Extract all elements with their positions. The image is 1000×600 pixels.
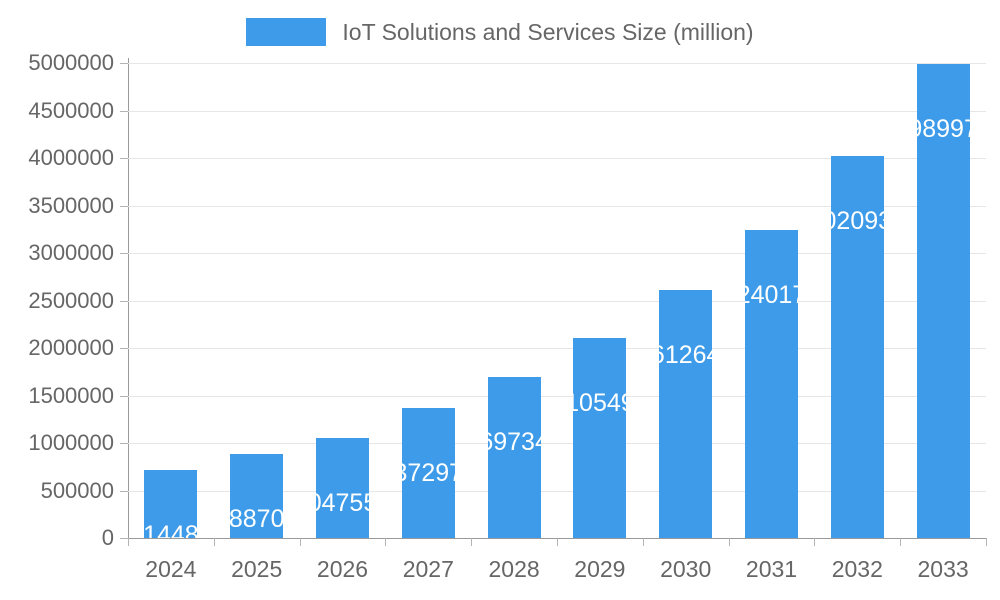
bar-value-label: 3240173 (745, 281, 798, 310)
bar-rect[interactable] (230, 453, 284, 538)
gridline (128, 490, 986, 492)
bar-2026[interactable]: 1047553 (315, 63, 370, 538)
y-axis-tick-label: 4000000 (28, 145, 114, 170)
bar-2031[interactable]: 3240173 (744, 63, 799, 538)
plot-area: 714480 888705 1047553 1372971 1697346 2105493… (128, 63, 986, 539)
bar-rect[interactable] (659, 289, 713, 538)
y-axis-tick-label: 3500000 (28, 192, 114, 218)
bar-value-label: 4020933 (831, 207, 884, 236)
y-axis-tick-label: 5000000 (28, 50, 114, 75)
x-axis-tick-mark (385, 538, 387, 546)
bar-2029[interactable]: 2105493 (573, 63, 627, 538)
bar-value-label: 4989973 (917, 114, 970, 143)
x-axis-tick-mark (299, 538, 301, 546)
bar-rect[interactable] (487, 376, 541, 538)
bar-2025[interactable]: 888705 (230, 63, 284, 538)
x-axis-tick-mark (642, 538, 644, 546)
y-axis-tick-mark (120, 348, 128, 349)
bar-2030[interactable]: 2612643 (659, 63, 713, 538)
bar-rect[interactable] (744, 230, 799, 538)
gridline (128, 348, 986, 349)
y-axis-tick-mark (120, 110, 128, 112)
y-axis-tick-mark (120, 395, 128, 397)
gridline (128, 300, 986, 302)
x-axis-tick-label: 2024 (145, 556, 197, 582)
y-axis-tick-mark (120, 158, 128, 159)
gridline (128, 253, 986, 254)
y-axis-tick-mark (120, 253, 128, 254)
y-axis-tick-mark (120, 205, 128, 207)
x-axis-tick-label: 2033 (917, 556, 969, 582)
gridline (128, 63, 986, 64)
x-axis-tick-label: 2026 (316, 556, 369, 582)
bar-value-label: 1697346 (488, 427, 541, 456)
gridline (128, 443, 986, 444)
x-axis-tick-mark (471, 538, 473, 546)
y-axis-tick-label: 3000000 (28, 240, 114, 265)
gridline (128, 158, 986, 159)
legend-color-swatch[interactable] (246, 18, 327, 46)
x-axis-tick-mark (814, 538, 816, 546)
y-axis-tick-label: 4500000 (28, 97, 114, 123)
x-axis-tick-mark (900, 538, 902, 546)
bar-value-label: 1372971 (402, 458, 455, 487)
x-axis-tick-label: 2032 (831, 556, 883, 582)
gridline (128, 205, 986, 207)
bar-2032[interactable]: 4020933 (830, 63, 884, 538)
y-axis-tick-label: 0 (101, 525, 114, 550)
legend-label[interactable]: IoT Solutions and Services Size (million… (342, 18, 754, 45)
y-axis-tick-label: 2000000 (28, 335, 114, 360)
bar-value-label: 2105493 (573, 388, 626, 417)
bar-rect[interactable] (315, 438, 370, 538)
x-axis-tick-label: 2030 (660, 556, 712, 582)
gridline (128, 110, 986, 112)
bar-2033[interactable]: 4989973 (916, 63, 970, 538)
bar-2028[interactable]: 1697346 (487, 63, 541, 538)
bar-rect[interactable] (916, 63, 970, 538)
bar-rect[interactable] (573, 337, 627, 538)
x-axis-tick-label: 2028 (488, 556, 540, 582)
x-axis-tick-mark (213, 538, 215, 546)
gridline (128, 395, 986, 397)
x-axis-tick-mark (128, 538, 129, 546)
y-axis-tick-mark (120, 63, 128, 64)
x-axis-tick-mark (986, 538, 987, 546)
x-axis-tick-label: 2031 (745, 556, 798, 582)
x-axis-tick-mark (557, 538, 558, 546)
bar-value-label: 2612643 (659, 340, 712, 369)
bar-2027[interactable]: 1372971 (401, 63, 455, 538)
y-axis-tick-label: 500000 (40, 477, 114, 503)
y-axis-tick-mark (120, 490, 128, 492)
x-axis-tick-label: 2025 (231, 556, 283, 582)
bar-value-label: 888705 (230, 504, 284, 533)
y-axis-tick-mark (120, 443, 128, 444)
y-axis-tick-mark (120, 300, 128, 302)
x-axis-tick-label: 2027 (402, 556, 454, 582)
bar-rect[interactable] (401, 407, 455, 538)
y-axis-tick-label: 1500000 (28, 382, 114, 408)
bar-value-label: 714480 (144, 521, 198, 538)
x-axis-tick-label: 2029 (574, 556, 626, 582)
y-axis-tick-mark (120, 538, 128, 539)
bar-2024[interactable]: 714480 (144, 63, 198, 538)
bar-rect[interactable] (830, 156, 884, 538)
bar-value-label: 1047553 (316, 489, 369, 518)
bar-rect[interactable] (144, 470, 198, 538)
chart-legend: IoT Solutions and Services Size (million… (0, 12, 1000, 52)
y-axis-tick-label: 1000000 (28, 430, 114, 455)
y-axis-tick-label: 2500000 (28, 287, 114, 313)
x-axis-tick-mark (728, 538, 730, 546)
